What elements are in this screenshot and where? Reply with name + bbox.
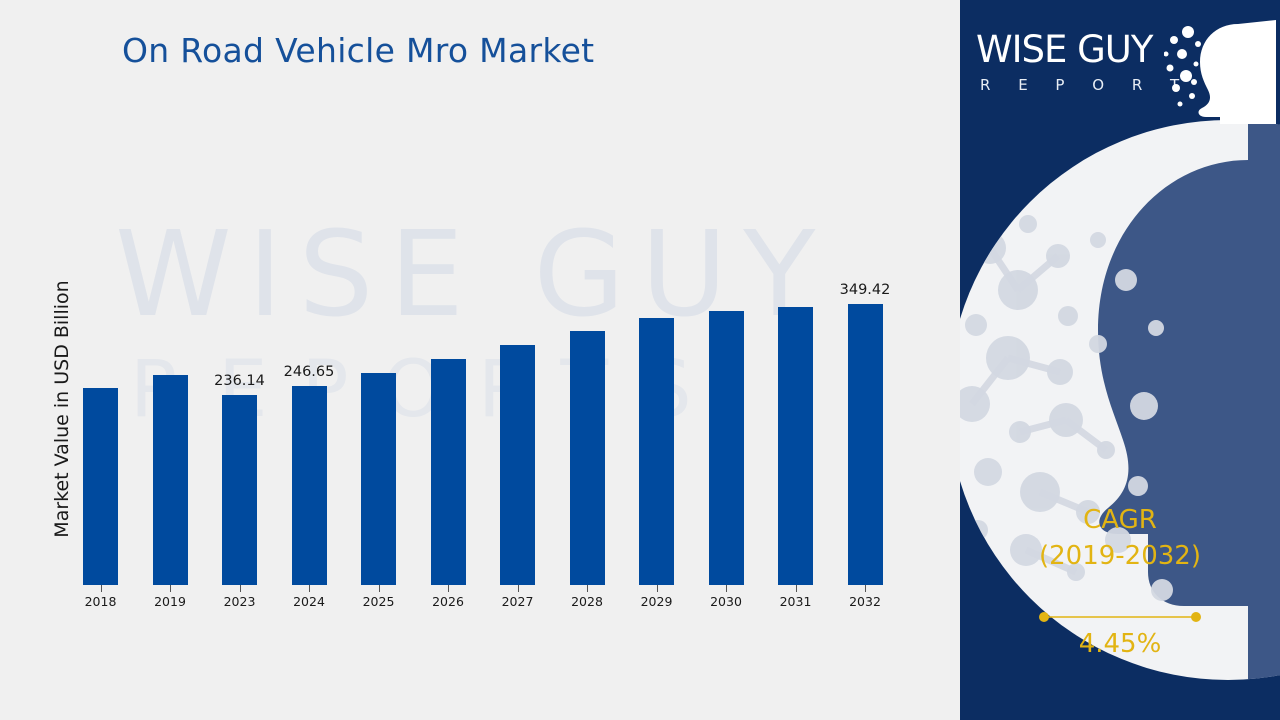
cagr-label: CAGR bbox=[1083, 505, 1157, 535]
x-tick-2024 bbox=[309, 585, 310, 592]
x-tick-2026 bbox=[448, 585, 449, 592]
x-axis-label-2028: 2028 bbox=[571, 594, 603, 609]
x-axis-label-2027: 2027 bbox=[501, 594, 534, 609]
bar-2031 bbox=[778, 307, 813, 585]
page-title: On Road Vehicle Mro Market bbox=[122, 31, 595, 70]
head-profile-dots-icon bbox=[1164, 20, 1276, 124]
bar-2029 bbox=[639, 317, 674, 585]
chart-panel: On Road Vehicle Mro Market WISE GUY REPO… bbox=[51, 31, 891, 609]
x-axis-label-2031: 2031 bbox=[779, 594, 812, 609]
x-axis-label-2018: 2018 bbox=[84, 594, 117, 609]
x-axis-label-2025: 2025 bbox=[362, 594, 395, 609]
bar-2025 bbox=[361, 372, 396, 585]
bar-2026 bbox=[430, 358, 466, 585]
bar-value-label-2023: 236.14 bbox=[214, 372, 265, 389]
bar-value-label-2032: 349.42 bbox=[839, 281, 891, 298]
x-tick-2023 bbox=[239, 585, 241, 592]
x-tick-2018 bbox=[100, 585, 102, 592]
x-axis-label-2026: 2026 bbox=[432, 594, 464, 609]
bar-value-label-2024: 246.65 bbox=[283, 364, 335, 381]
bar-2030 bbox=[708, 310, 744, 585]
bar-2024 bbox=[291, 386, 327, 585]
bar-2018 bbox=[83, 387, 118, 585]
cagr-block: CAGR (2019-2032) 4.45% bbox=[960, 502, 1280, 659]
decorative-circle-graphic bbox=[960, 120, 1280, 680]
bar-2032 bbox=[847, 303, 883, 585]
x-tick-2032 bbox=[865, 585, 866, 592]
x-tick-2025 bbox=[378, 585, 380, 592]
x-tick-2028 bbox=[587, 585, 588, 592]
cagr-value: 4.45% bbox=[1078, 629, 1162, 659]
x-tick-2030 bbox=[726, 585, 727, 592]
cagr-period: (2019-2032) bbox=[1038, 541, 1201, 571]
x-axis-label-2023: 2023 bbox=[223, 594, 256, 609]
x-axis-label-2032: 2032 bbox=[849, 594, 881, 609]
branding-panel: WISE GUY R E P O R T S CAGR (2019-2032) bbox=[960, 0, 1280, 720]
x-tick-2031 bbox=[795, 585, 797, 592]
brand-name: WISE GUY bbox=[976, 28, 1153, 71]
brand-subtitle: R E P O R T S bbox=[980, 76, 1228, 94]
bar-2019 bbox=[152, 374, 188, 585]
bar-2027 bbox=[500, 344, 535, 585]
x-axis-label-2024: 2024 bbox=[293, 594, 325, 609]
bar-2028 bbox=[569, 331, 605, 585]
cagr-divider bbox=[1039, 612, 1201, 622]
x-tick-2019 bbox=[170, 585, 171, 592]
x-axis-label-2019: 2019 bbox=[154, 594, 186, 609]
plot-area: 2018 2019 236.14 2023 246.65 2024 2025 2026 2027… bbox=[83, 281, 891, 609]
x-tick-2029 bbox=[656, 585, 658, 592]
brand-logo: WISE GUY R E P O R T S bbox=[968, 20, 1276, 124]
bar-2023 bbox=[222, 394, 257, 585]
x-tick-2027 bbox=[517, 585, 519, 592]
x-axis-label-2029: 2029 bbox=[640, 594, 673, 609]
x-axis-label-2030: 2030 bbox=[710, 594, 742, 609]
